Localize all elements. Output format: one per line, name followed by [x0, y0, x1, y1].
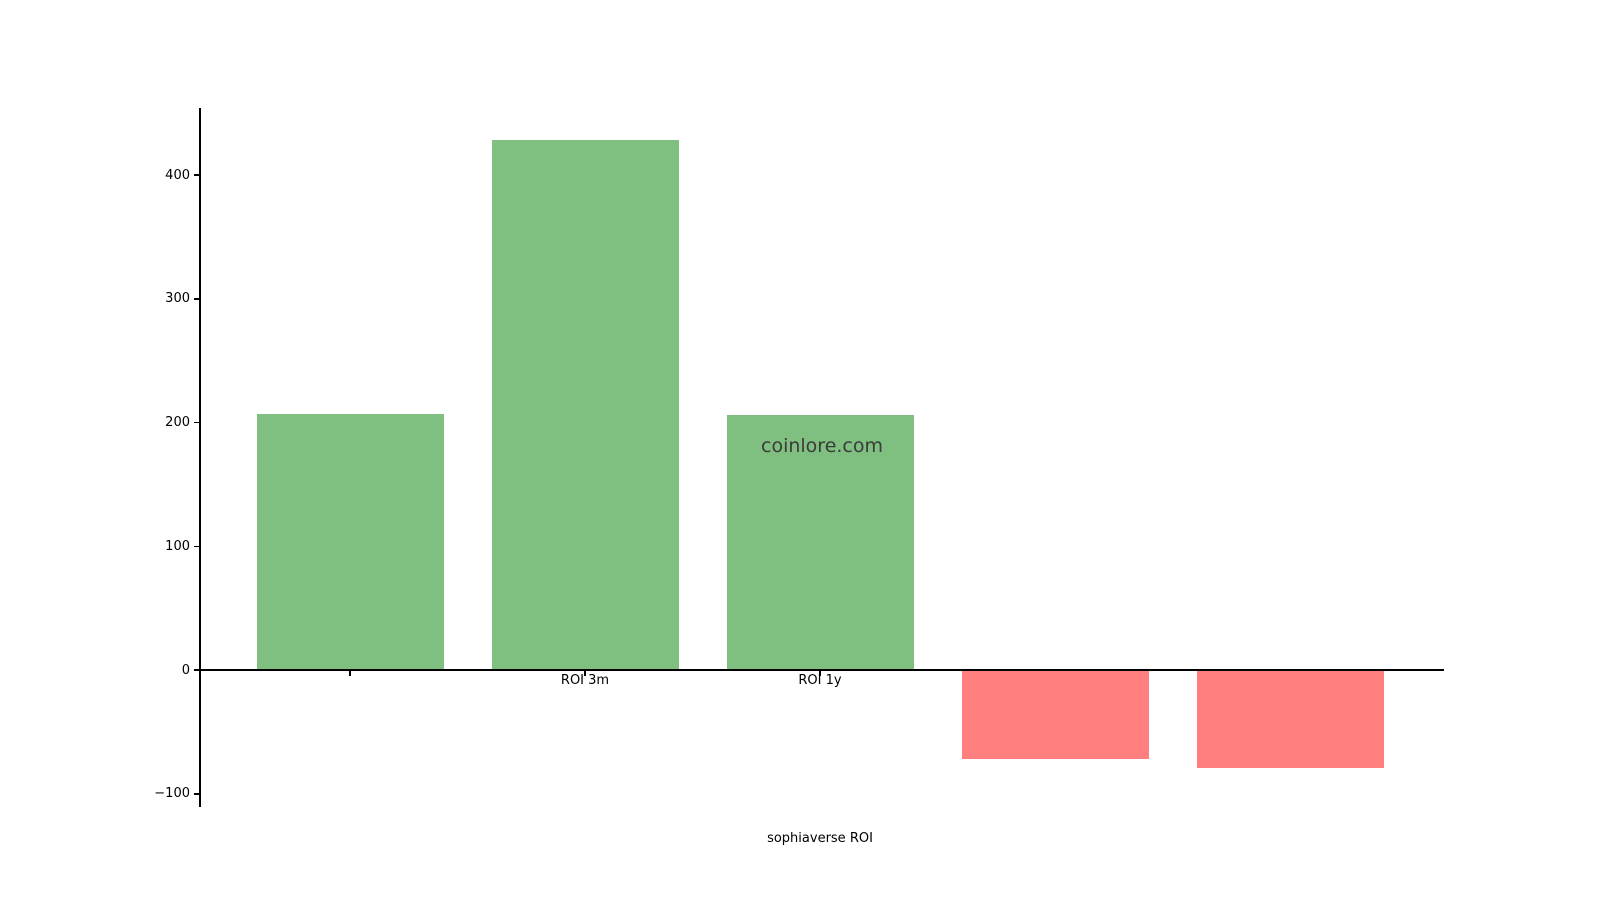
bar [1196, 670, 1384, 768]
y-tick-label: −100 [154, 786, 190, 802]
bar [961, 670, 1149, 760]
y-tick-mark [194, 545, 200, 547]
bar [256, 413, 444, 670]
y-axis [199, 108, 201, 807]
x-tick-mark [584, 670, 586, 676]
y-tick-label: 100 [165, 538, 190, 554]
y-tick-mark [194, 421, 200, 424]
x-tick-mark [349, 670, 351, 676]
y-tick-label: 200 [165, 415, 190, 430]
y-tick-label: 300 [165, 291, 190, 307]
y-tick-label: 400 [165, 167, 190, 183]
x-axis [200, 669, 1444, 671]
y-tick-mark [194, 793, 200, 795]
x-axis-label: sophiaverse ROI [767, 831, 873, 846]
bar [726, 415, 914, 670]
bar [491, 140, 679, 670]
x-tick-label: ROI 3m [560, 673, 610, 688]
x-tick-label: ROI 1y [798, 673, 842, 688]
watermark: coinlore.com [761, 435, 883, 457]
y-tick-mark [194, 298, 200, 300]
y-tick-mark [194, 174, 200, 176]
y-tick-label: 0 [181, 662, 190, 678]
x-tick-mark [819, 670, 821, 676]
y-tick-mark [194, 669, 200, 671]
